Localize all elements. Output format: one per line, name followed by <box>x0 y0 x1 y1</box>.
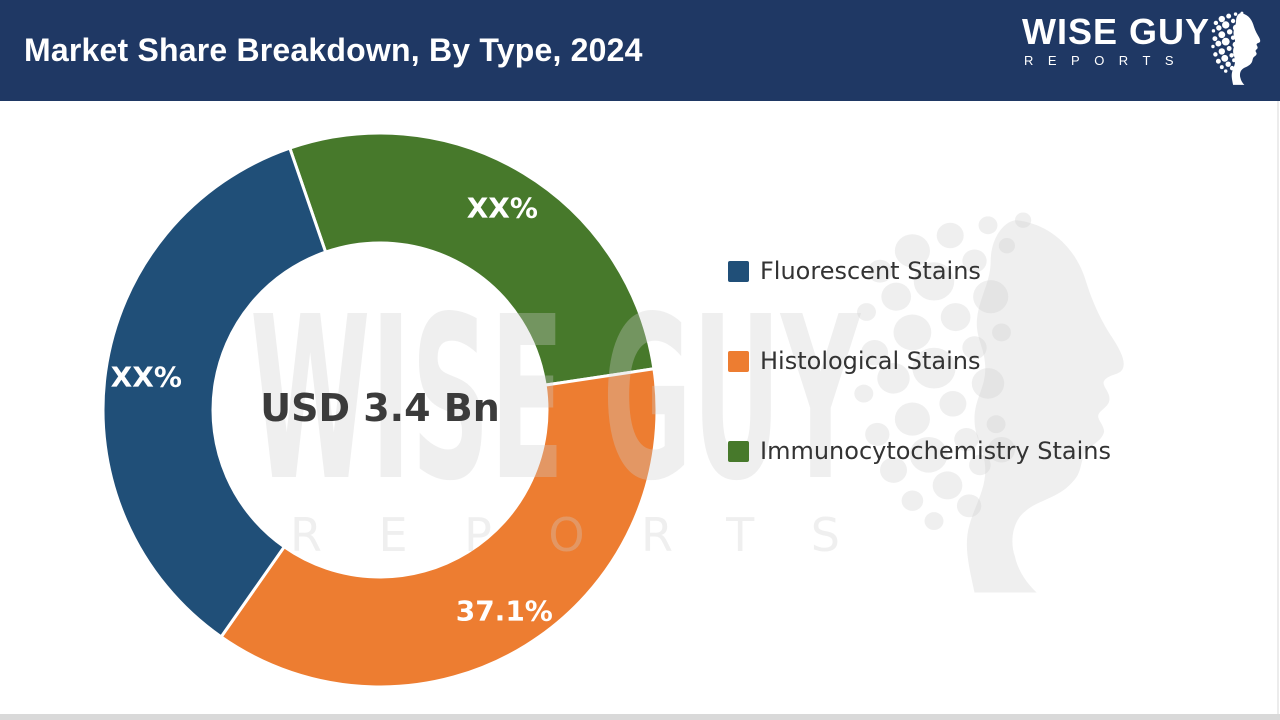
legend-item-fluorescent: Fluorescent Stains <box>728 254 981 288</box>
legend-swatch-immunocytochemistry <box>728 440 749 462</box>
brand-logo: WISE GUY REPORTS <box>1021 11 1210 68</box>
brand-face-icon <box>1211 11 1261 85</box>
legend-item-histological: Histological Stains <box>728 344 981 378</box>
header: Market Share Breakdown, By Type, 2024 WI… <box>0 0 1280 101</box>
page-title: Market Share Breakdown, By Type, 2024 <box>24 32 643 68</box>
legend-swatch-histological <box>728 350 749 372</box>
bottom-bar <box>0 714 1280 720</box>
donut-segment-0 <box>288 131 656 387</box>
legend-label-immunocytochemistry: Immunocytochemistry Stains <box>760 437 1111 465</box>
legend-swatch-fluorescent <box>728 260 749 282</box>
legend-label-histological: Histological Stains <box>760 347 981 375</box>
legend-label-fluorescent: Fluorescent Stains <box>760 257 981 285</box>
legend-item-immunocytochemistry: Immunocytochemistry Stains <box>728 434 1111 468</box>
brand-logo-text: WISE GUY <box>1021 11 1210 52</box>
right-edge-line <box>1277 101 1279 714</box>
brand-logo-subtext: REPORTS <box>1023 53 1189 68</box>
donut-segment-2 <box>101 146 328 639</box>
donut-segment-1 <box>219 367 659 689</box>
